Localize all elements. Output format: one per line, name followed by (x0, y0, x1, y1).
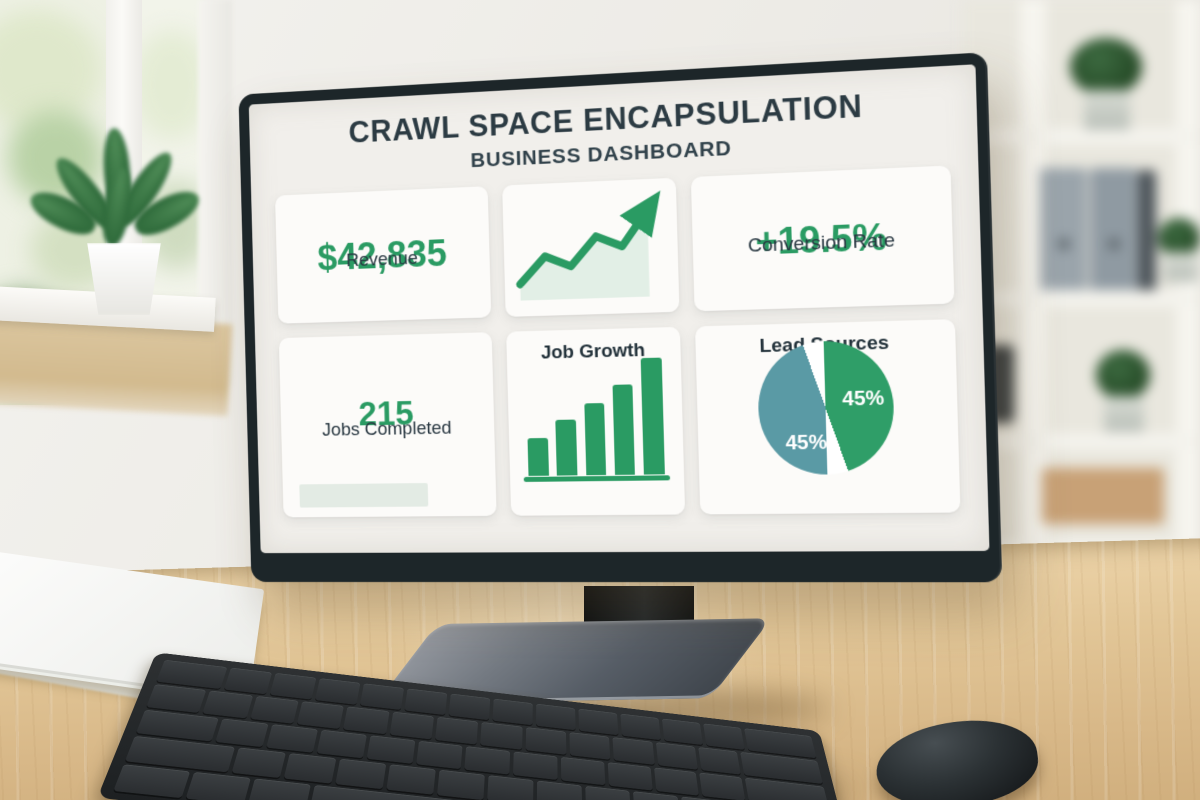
keyboard-key (202, 690, 253, 719)
shelf-plant-pot (1164, 252, 1198, 282)
job-growth-bar (612, 384, 636, 475)
job-growth-card: Job Growth (506, 326, 686, 516)
shelf-plant-foliage (1070, 38, 1142, 96)
keyboard-key (231, 747, 286, 779)
keyboard-key (386, 764, 436, 795)
keyboard-key (185, 772, 251, 800)
job-growth-bar (527, 437, 549, 476)
trend-up-arrow-icon (506, 186, 675, 308)
window (0, 0, 245, 440)
shelf-board (962, 128, 1200, 145)
keyboard-key (661, 718, 703, 745)
revenue-card: $42,835 Revenue (275, 186, 492, 324)
job-growth-bars (523, 348, 671, 482)
keyboard-key (607, 761, 653, 791)
shelf-board (962, 433, 1200, 450)
keyboard-key (404, 688, 448, 715)
jobs-progress-bar (299, 480, 479, 508)
keyboard-key (653, 767, 700, 796)
keyboard-key (578, 708, 619, 736)
dashboard-cards: $42,835 Revenue +19.5 (275, 165, 960, 517)
job-growth-bar (640, 357, 665, 475)
keyboard-key (525, 726, 567, 755)
keyboard-key (389, 711, 435, 740)
trend-area (518, 209, 650, 301)
keyboard-key (448, 693, 490, 721)
keyboard-key (314, 678, 361, 705)
keyboard-key (366, 735, 416, 765)
keyboard-key (335, 759, 387, 790)
keyboard-key (247, 778, 311, 800)
wooden-box (1042, 468, 1164, 524)
monitor-bezel: CRAWL SPACE ENCAPSULATION BUSINESS DASHB… (238, 52, 1002, 582)
shelf-plant-pot (1104, 396, 1144, 432)
keyboard-key (492, 698, 533, 726)
keyboard-key (480, 721, 523, 750)
jobs-completed-label: Jobs Completed (321, 417, 452, 441)
keyboard-key (343, 706, 390, 734)
keyboard-key (269, 672, 317, 700)
keyboard-key (620, 713, 661, 740)
job-growth-bar (555, 419, 578, 476)
keyboard-key (561, 756, 606, 786)
keyboard-key (435, 716, 479, 745)
pie-slice-label-green: 45% (841, 386, 885, 411)
binder (1138, 170, 1156, 290)
job-growth-bar (583, 403, 607, 476)
keyboard-key (283, 753, 337, 784)
conversion-card: +19.5% Conversion Rate (690, 165, 955, 312)
bookshelf (962, 0, 1200, 582)
keyboard-key (537, 780, 583, 800)
keyboard-key (146, 684, 207, 713)
keyboard-key (569, 732, 611, 760)
keyboard-key (513, 751, 558, 781)
keyboard-key (612, 737, 655, 765)
trend-chart-card (502, 178, 679, 317)
shelf-plant-foliage (1158, 218, 1200, 258)
keyboard-key (250, 695, 299, 724)
keyboard-key (703, 723, 745, 750)
shelf-plant-pot (1084, 90, 1130, 130)
keyboard-key (266, 723, 319, 754)
keyboard-key (359, 683, 404, 710)
revenue-label: Revenue (345, 247, 419, 271)
keyboard-key (223, 667, 272, 695)
keyboard-key (316, 729, 367, 759)
keyboard-key (487, 775, 534, 800)
jobs-completed-card: 215 Jobs Completed (278, 332, 497, 518)
binder (1090, 168, 1137, 290)
shelf-board (962, 290, 1200, 307)
shelf-plant-foliage (1096, 350, 1150, 400)
keyboard-key (655, 742, 698, 770)
pie-slice-label-teal: 45% (785, 430, 828, 454)
keyboard-key (113, 764, 191, 799)
keyboard-key (535, 703, 576, 731)
lead-sources-card: Lead Sources 45% 45% (694, 319, 961, 515)
keyboard-key (296, 701, 345, 729)
plant-pot (87, 243, 161, 315)
jobs-progress-segment (299, 483, 429, 508)
keyboard-key (215, 718, 269, 748)
keyboard-key (698, 746, 742, 775)
binder-hole (1058, 238, 1070, 250)
lead-sources-pie-chart: 45% 45% (756, 339, 896, 476)
keyboard-key (437, 770, 486, 800)
keyboard-key (415, 740, 463, 770)
keyboard-key (585, 786, 632, 800)
monitor-screen: CRAWL SPACE ENCAPSULATION BUSINESS DASHB… (249, 64, 990, 553)
binder-hole (1108, 238, 1120, 250)
binder (1040, 168, 1087, 290)
keyboard-key (699, 772, 746, 800)
keyboard-key (464, 745, 511, 775)
bar-chart-baseline (523, 475, 671, 482)
